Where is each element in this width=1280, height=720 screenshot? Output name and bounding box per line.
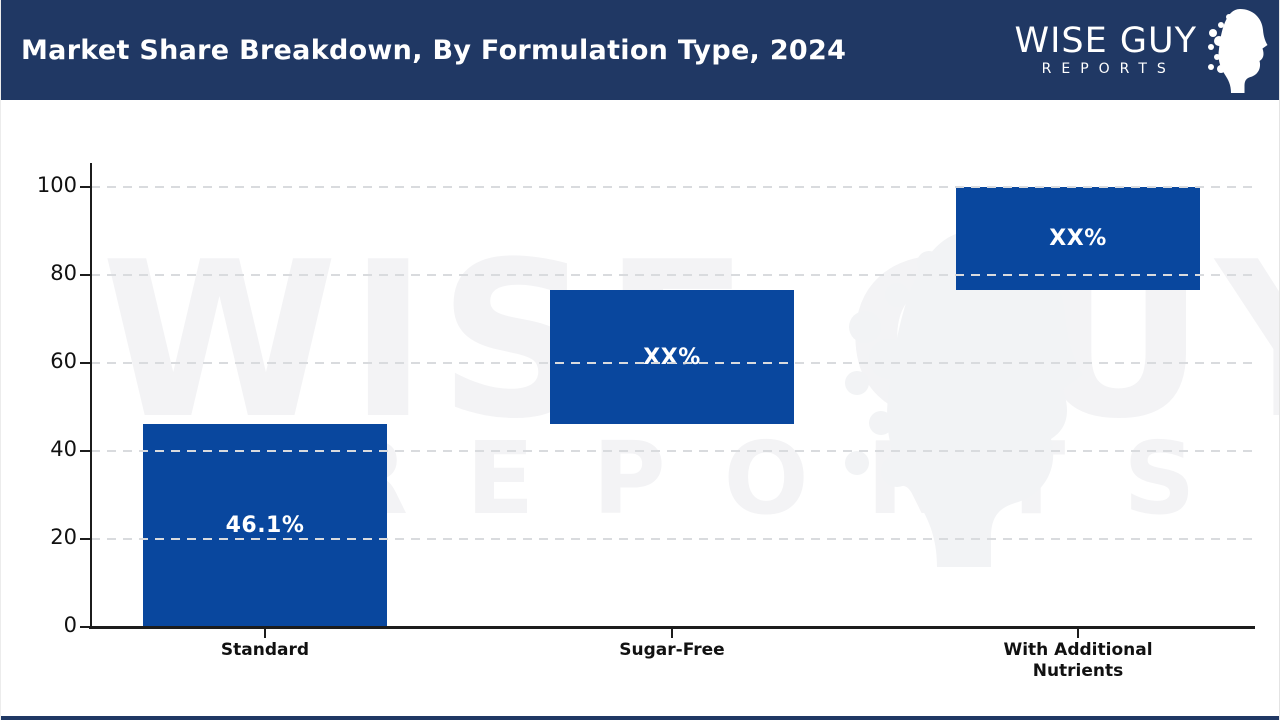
wiseguy-face-icon xyxy=(1199,5,1275,95)
wiseguy-logo-text: WISE GUY REPORTS xyxy=(1014,23,1197,77)
wiseguy-logo-line1: WISE GUY xyxy=(1014,21,1197,62)
x-category-label: Standard xyxy=(220,640,310,660)
wiseguy-logo-line2: REPORTS xyxy=(1041,60,1176,77)
y-tick-80 xyxy=(80,274,91,276)
y-tick-20 xyxy=(80,538,91,540)
bar-sugar-free: XX% xyxy=(550,289,794,425)
x-tick-0 xyxy=(264,629,266,638)
bar-value-label: XX% xyxy=(1049,225,1107,251)
y-tick-100 xyxy=(80,186,91,188)
bar-value-label: XX% xyxy=(643,344,701,370)
y-tick-label-100: 100 xyxy=(36,173,77,197)
footer-strip xyxy=(1,716,1279,720)
page-title: Market Share Breakdown, By Formulation T… xyxy=(21,34,847,66)
x-category-label: With Additional Nutrients xyxy=(1003,640,1153,682)
x-tick-1 xyxy=(671,629,673,638)
header-bar: Market Share Breakdown, By Formulation T… xyxy=(1,0,1279,100)
x-axis-line xyxy=(89,626,1255,629)
y-tick-label-60: 60 xyxy=(50,349,77,373)
y-axis-line xyxy=(90,163,92,628)
x-category-label: Sugar-Free xyxy=(619,640,725,660)
bar-standard: 46.1% xyxy=(143,424,387,627)
gridline-40 xyxy=(91,450,1255,452)
y-tick-label-80: 80 xyxy=(50,261,77,285)
gridline-80 xyxy=(91,274,1255,276)
y-tick-label-20: 20 xyxy=(50,525,77,549)
gridline-20 xyxy=(91,538,1255,540)
bar-value-label: 46.1% xyxy=(225,513,305,539)
y-tick-40 xyxy=(80,450,91,452)
y-tick-label-40: 40 xyxy=(50,437,77,461)
y-tick-0 xyxy=(80,626,91,628)
x-tick-2 xyxy=(1077,629,1079,638)
wiseguy-logo: WISE GUY REPORTS xyxy=(1014,4,1275,96)
y-tick-label-0: 0 xyxy=(63,613,77,637)
gridline-60 xyxy=(91,362,1255,364)
gridline-100 xyxy=(91,186,1255,188)
y-tick-60 xyxy=(80,362,91,364)
